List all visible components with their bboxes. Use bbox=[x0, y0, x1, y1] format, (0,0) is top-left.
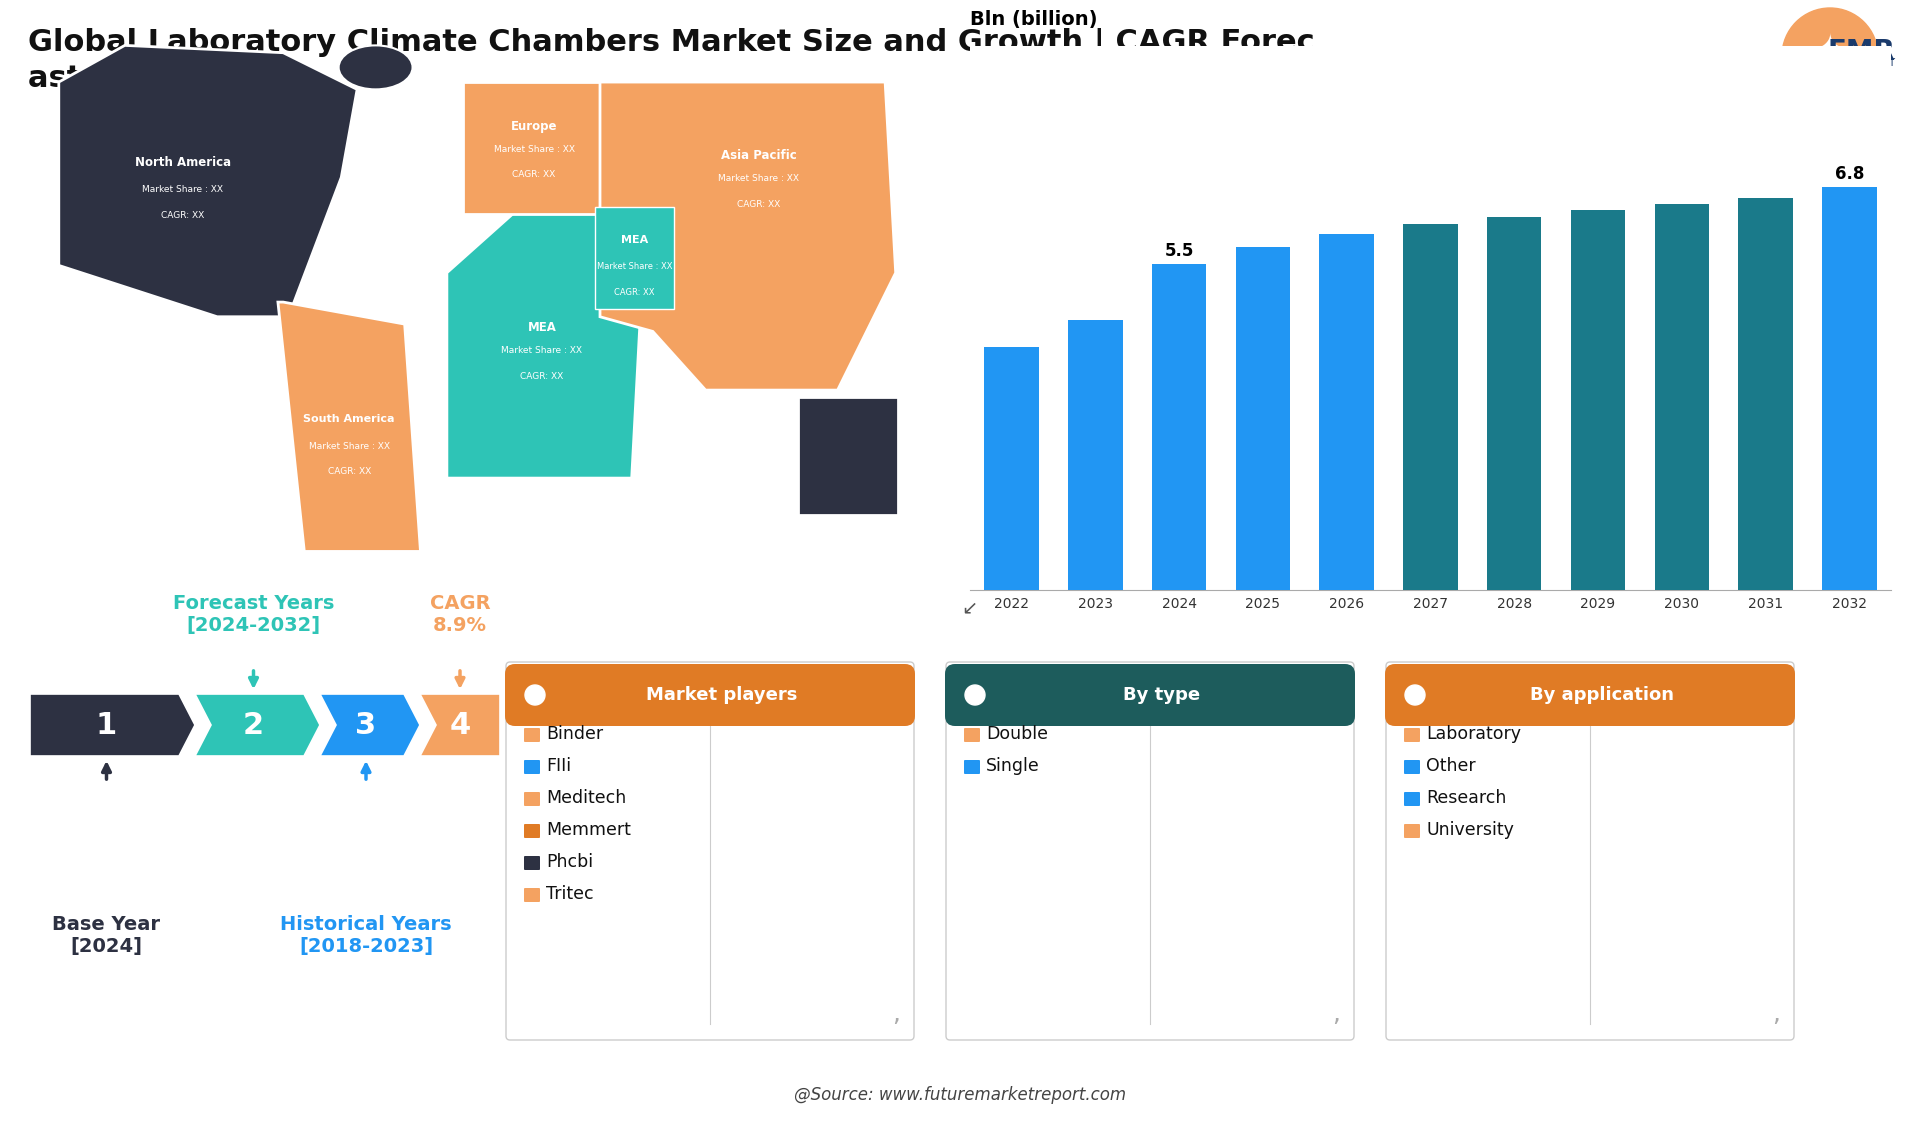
Text: University: University bbox=[1427, 821, 1513, 839]
Text: Laboratory: Laboratory bbox=[1427, 725, 1521, 743]
Text: By type: By type bbox=[1123, 686, 1200, 704]
FancyBboxPatch shape bbox=[524, 728, 540, 741]
Text: 2: 2 bbox=[244, 711, 265, 739]
Text: ,: , bbox=[893, 1002, 900, 1026]
Text: CAGR: XX: CAGR: XX bbox=[737, 199, 780, 209]
Text: Tritec: Tritec bbox=[545, 885, 593, 903]
Text: Market Share : XX: Market Share : XX bbox=[309, 441, 390, 450]
FancyBboxPatch shape bbox=[1404, 728, 1421, 741]
Polygon shape bbox=[799, 398, 899, 515]
Ellipse shape bbox=[338, 46, 413, 89]
FancyBboxPatch shape bbox=[524, 792, 540, 806]
Text: South America: South America bbox=[303, 415, 396, 424]
Text: CAGR: XX: CAGR: XX bbox=[513, 171, 555, 180]
Polygon shape bbox=[278, 303, 420, 551]
FancyBboxPatch shape bbox=[505, 664, 916, 727]
Polygon shape bbox=[447, 206, 641, 478]
FancyBboxPatch shape bbox=[1384, 664, 1795, 727]
Bar bbox=[1152, 264, 1206, 590]
Text: ,: , bbox=[1772, 1002, 1780, 1026]
Bar bbox=[1822, 187, 1876, 590]
Text: Forecast Years
[2024-2032]: Forecast Years [2024-2032] bbox=[173, 594, 334, 635]
Text: ✦: ✦ bbox=[1814, 32, 1847, 70]
Polygon shape bbox=[599, 83, 895, 390]
Text: Global Laboratory Climate Chambers Market Size and Growth | CAGR Forec: Global Laboratory Climate Chambers Marke… bbox=[29, 28, 1315, 58]
FancyBboxPatch shape bbox=[524, 824, 540, 838]
Bar bbox=[1571, 210, 1624, 590]
Text: MEA: MEA bbox=[620, 235, 647, 245]
Text: Meditech: Meditech bbox=[545, 788, 626, 807]
Text: Laboratory Climate Chambers
Market Size Growth In
Bln (billion): Laboratory Climate Chambers Market Size … bbox=[970, 0, 1298, 29]
Text: 4: 4 bbox=[449, 711, 470, 739]
FancyBboxPatch shape bbox=[507, 662, 914, 1041]
FancyBboxPatch shape bbox=[524, 888, 540, 902]
Polygon shape bbox=[196, 694, 321, 756]
Text: Binder: Binder bbox=[545, 725, 603, 743]
Bar bbox=[1068, 321, 1123, 590]
Text: CAGR: XX: CAGR: XX bbox=[520, 372, 564, 382]
Bar bbox=[1738, 197, 1793, 590]
FancyBboxPatch shape bbox=[964, 760, 979, 774]
Bar bbox=[1319, 235, 1375, 590]
Text: 5.5: 5.5 bbox=[1164, 243, 1194, 260]
FancyBboxPatch shape bbox=[964, 728, 979, 741]
Bar bbox=[985, 347, 1039, 590]
Text: Market players: Market players bbox=[647, 686, 797, 704]
Text: ↙: ↙ bbox=[962, 599, 977, 618]
Polygon shape bbox=[420, 694, 499, 756]
Circle shape bbox=[1405, 685, 1425, 705]
Text: By application: By application bbox=[1530, 686, 1674, 704]
Text: ast 2024-2032: ast 2024-2032 bbox=[29, 64, 275, 93]
FancyBboxPatch shape bbox=[947, 662, 1354, 1041]
Polygon shape bbox=[60, 46, 357, 316]
FancyBboxPatch shape bbox=[1386, 662, 1793, 1041]
Text: Market Share : XX: Market Share : XX bbox=[501, 346, 582, 355]
Text: Double: Double bbox=[987, 725, 1048, 743]
Text: CAGR: XX: CAGR: XX bbox=[161, 211, 205, 220]
Text: North America: North America bbox=[134, 156, 230, 170]
Text: Phcbi: Phcbi bbox=[545, 853, 593, 871]
Polygon shape bbox=[463, 83, 605, 214]
FancyBboxPatch shape bbox=[524, 856, 540, 870]
Text: Market Share : XX: Market Share : XX bbox=[597, 262, 672, 272]
Text: MEA: MEA bbox=[528, 321, 557, 335]
Polygon shape bbox=[595, 206, 674, 309]
Text: FUTURE MARKET REPORT: FUTURE MARKET REPORT bbox=[1770, 58, 1895, 68]
Text: Research: Research bbox=[1427, 788, 1507, 807]
Text: Base Year
[2024]: Base Year [2024] bbox=[52, 915, 161, 956]
Text: ,: , bbox=[1332, 1002, 1340, 1026]
Text: Market Share : XX: Market Share : XX bbox=[142, 185, 223, 194]
FancyBboxPatch shape bbox=[1404, 760, 1421, 774]
Text: Memmert: Memmert bbox=[545, 821, 632, 839]
FancyBboxPatch shape bbox=[1404, 792, 1421, 806]
Text: FIIi: FIIi bbox=[545, 758, 570, 775]
Text: Historical Years
[2018-2023]: Historical Years [2018-2023] bbox=[280, 915, 451, 956]
Text: CAGR
8.9%: CAGR 8.9% bbox=[430, 594, 490, 635]
Bar bbox=[1236, 248, 1290, 590]
Bar bbox=[1486, 217, 1542, 590]
Text: 3: 3 bbox=[355, 711, 376, 739]
FancyBboxPatch shape bbox=[945, 664, 1356, 727]
Text: Market Share : XX: Market Share : XX bbox=[718, 174, 799, 183]
Text: @Source: www.futuremarketreport.com: @Source: www.futuremarketreport.com bbox=[795, 1086, 1125, 1104]
Polygon shape bbox=[321, 694, 420, 756]
Text: CAGR: XX: CAGR: XX bbox=[614, 288, 655, 297]
Text: FMR: FMR bbox=[1828, 38, 1895, 66]
Text: Market Share : XX: Market Share : XX bbox=[493, 144, 574, 154]
Bar bbox=[1404, 223, 1457, 590]
Circle shape bbox=[1782, 8, 1878, 104]
Text: Asia Pacific: Asia Pacific bbox=[720, 149, 797, 162]
Text: 1: 1 bbox=[96, 711, 117, 739]
Text: Other: Other bbox=[1427, 758, 1476, 775]
FancyBboxPatch shape bbox=[524, 760, 540, 774]
Circle shape bbox=[524, 685, 545, 705]
Text: Single: Single bbox=[987, 758, 1041, 775]
Text: Europe: Europe bbox=[511, 119, 557, 133]
Circle shape bbox=[966, 685, 985, 705]
FancyBboxPatch shape bbox=[1404, 824, 1421, 838]
Text: 6.8: 6.8 bbox=[1836, 165, 1864, 183]
Polygon shape bbox=[31, 694, 196, 756]
Bar bbox=[1655, 204, 1709, 590]
Text: CAGR: XX: CAGR: XX bbox=[328, 468, 371, 477]
